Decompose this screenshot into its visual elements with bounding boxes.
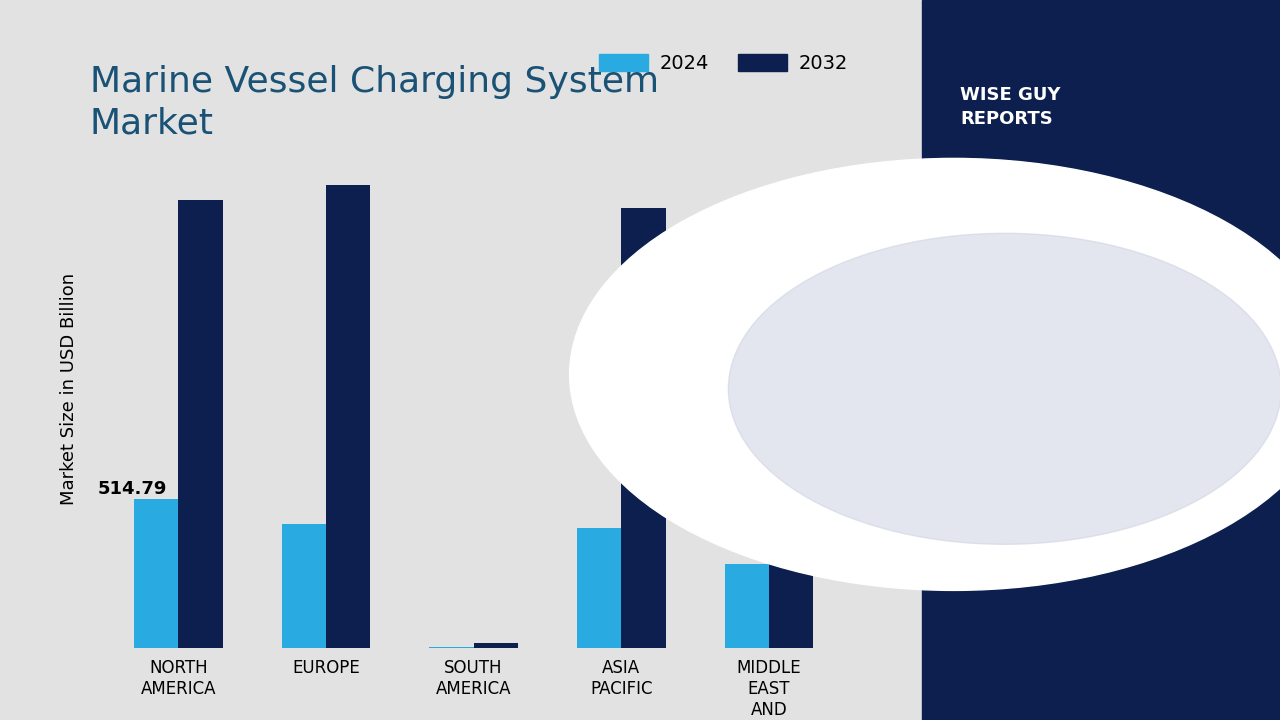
Bar bbox=[577, 528, 621, 648]
Bar bbox=[429, 647, 474, 648]
Y-axis label: Market Size in USD Billion: Market Size in USD Billion bbox=[60, 273, 78, 505]
Legend: 2024, 2032: 2024, 2032 bbox=[591, 46, 855, 81]
Bar bbox=[134, 499, 178, 648]
Bar bbox=[769, 249, 813, 648]
Bar bbox=[474, 644, 518, 648]
Text: WISE GUY
REPORTS: WISE GUY REPORTS bbox=[960, 86, 1061, 128]
Bar bbox=[724, 564, 769, 648]
Bar bbox=[178, 199, 223, 648]
Bar bbox=[326, 185, 370, 648]
Bar bbox=[621, 208, 666, 648]
Text: Marine Vessel Charging System
Market: Marine Vessel Charging System Market bbox=[90, 65, 659, 141]
Bar bbox=[282, 523, 326, 648]
Text: 514.79: 514.79 bbox=[97, 480, 168, 498]
